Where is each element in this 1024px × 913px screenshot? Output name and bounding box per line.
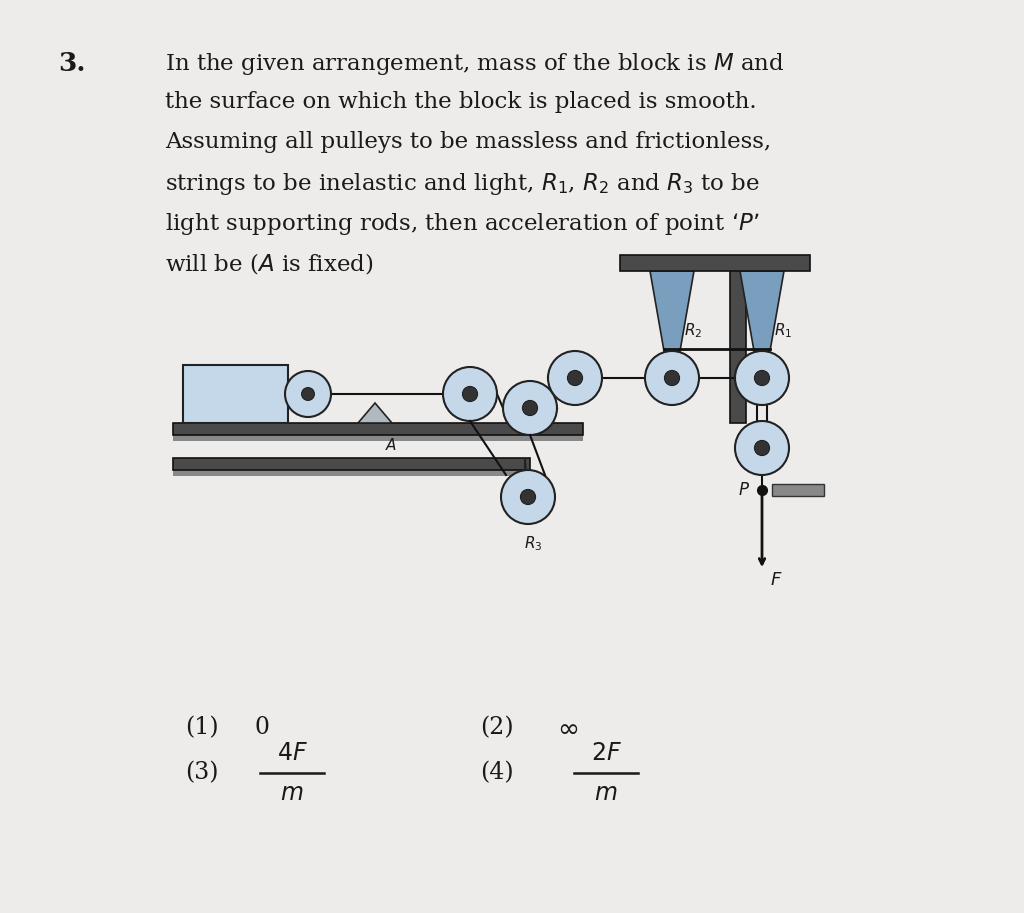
Bar bbox=[173, 423, 583, 435]
Polygon shape bbox=[740, 271, 784, 351]
Circle shape bbox=[522, 401, 538, 415]
Circle shape bbox=[503, 381, 557, 435]
Bar bbox=[730, 263, 746, 423]
Circle shape bbox=[285, 371, 331, 417]
Text: (3): (3) bbox=[185, 761, 218, 784]
Text: $M$: $M$ bbox=[214, 385, 232, 403]
Text: (1): (1) bbox=[185, 717, 219, 740]
Circle shape bbox=[301, 387, 314, 401]
Bar bbox=[183, 365, 288, 423]
Circle shape bbox=[755, 371, 770, 385]
Polygon shape bbox=[525, 458, 528, 494]
Text: $4F$: $4F$ bbox=[276, 741, 307, 764]
Circle shape bbox=[735, 351, 790, 405]
Circle shape bbox=[501, 470, 555, 524]
Text: $m$: $m$ bbox=[594, 782, 617, 804]
Text: $P$: $P$ bbox=[738, 481, 750, 498]
Text: light supporting rods, then acceleration of point ‘$P$’: light supporting rods, then acceleration… bbox=[165, 211, 760, 237]
Text: (2): (2) bbox=[480, 717, 514, 740]
Text: In the given arrangement, mass of the block is $M$ and: In the given arrangement, mass of the bl… bbox=[165, 51, 784, 77]
Text: strings to be inelastic and light, $R_1$, $R_2$ and $R_3$ to be: strings to be inelastic and light, $R_1$… bbox=[165, 171, 760, 197]
Text: $F$: $F$ bbox=[770, 571, 782, 589]
Bar bbox=[173, 435, 583, 441]
Circle shape bbox=[665, 371, 680, 385]
Circle shape bbox=[463, 386, 477, 402]
Text: 3.: 3. bbox=[58, 51, 85, 76]
Text: Assuming all pulleys to be massless and frictionless,: Assuming all pulleys to be massless and … bbox=[165, 131, 771, 153]
Text: $R_1$: $R_1$ bbox=[774, 321, 793, 341]
Circle shape bbox=[567, 371, 583, 385]
Circle shape bbox=[735, 421, 790, 475]
Bar bbox=[173, 470, 530, 476]
Text: $m$: $m$ bbox=[281, 782, 304, 804]
Text: 0: 0 bbox=[255, 717, 270, 740]
Text: $A$: $A$ bbox=[385, 437, 397, 453]
Bar bbox=[772, 484, 824, 496]
Circle shape bbox=[548, 351, 602, 405]
Circle shape bbox=[443, 367, 497, 421]
Text: $R_2$: $R_2$ bbox=[684, 321, 702, 341]
Polygon shape bbox=[358, 403, 392, 423]
Text: the surface on which the block is placed is smooth.: the surface on which the block is placed… bbox=[165, 91, 757, 113]
Text: $\infty$: $\infty$ bbox=[557, 716, 579, 740]
Circle shape bbox=[520, 489, 536, 505]
Text: will be ($A$ is fixed): will be ($A$ is fixed) bbox=[165, 251, 374, 276]
Text: (4): (4) bbox=[480, 761, 514, 784]
Circle shape bbox=[645, 351, 699, 405]
Bar bbox=[620, 255, 810, 271]
Text: $R_3$: $R_3$ bbox=[523, 534, 543, 552]
Circle shape bbox=[755, 440, 770, 456]
Bar bbox=[173, 458, 530, 470]
Polygon shape bbox=[650, 271, 694, 351]
Text: $2F$: $2F$ bbox=[591, 741, 622, 764]
